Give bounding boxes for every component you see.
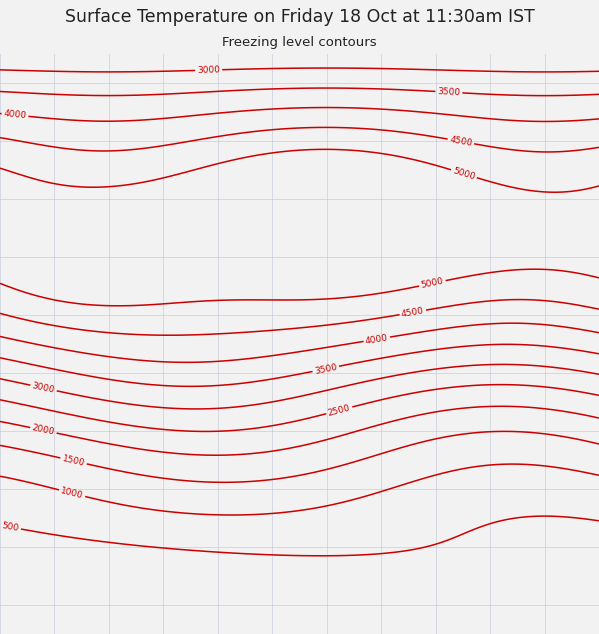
Text: Surface Temperature on Friday 18 Oct at 11:30am IST: Surface Temperature on Friday 18 Oct at … — [65, 8, 534, 26]
Text: 3000: 3000 — [31, 381, 56, 395]
Text: 4500: 4500 — [401, 306, 425, 319]
Text: 4000: 4000 — [3, 110, 27, 120]
Text: 4500: 4500 — [449, 135, 473, 148]
Text: 500: 500 — [1, 521, 20, 533]
Text: 2500: 2500 — [327, 403, 352, 418]
Text: 5000: 5000 — [420, 276, 444, 290]
Text: 4000: 4000 — [365, 333, 389, 346]
Text: Freezing level contours: Freezing level contours — [222, 36, 377, 49]
Text: 1000: 1000 — [60, 486, 84, 500]
Text: 3000: 3000 — [197, 65, 220, 75]
Text: 2000: 2000 — [31, 424, 56, 437]
Text: 3500: 3500 — [437, 87, 461, 97]
Text: 3500: 3500 — [314, 362, 338, 375]
Text: 5000: 5000 — [452, 166, 476, 181]
Text: 1500: 1500 — [61, 454, 86, 468]
